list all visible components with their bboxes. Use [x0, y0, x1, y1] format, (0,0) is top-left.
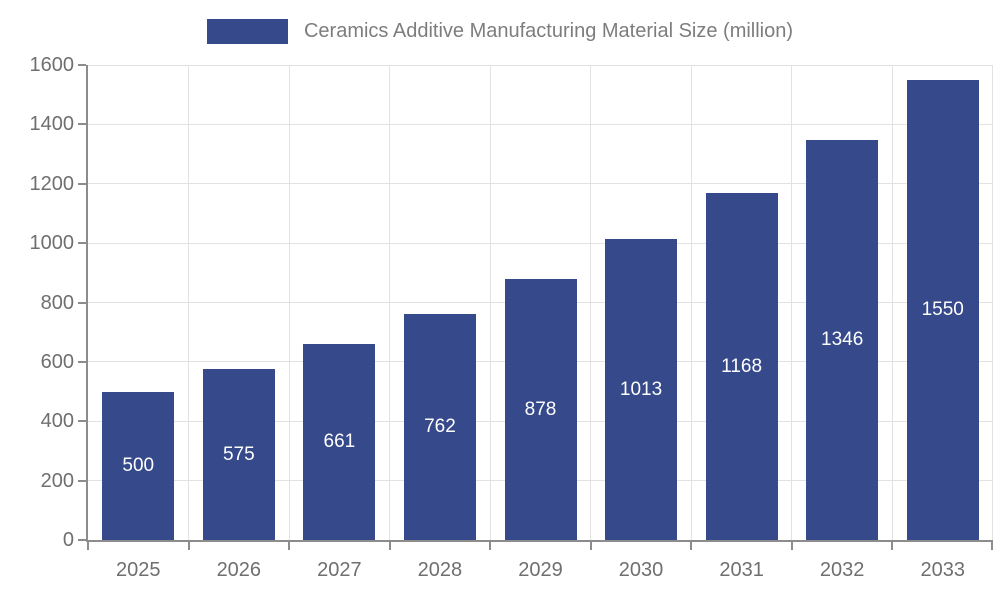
bar-value-label: 762 [424, 415, 456, 437]
y-axis-label: 1600 [29, 54, 75, 76]
gridline-v [590, 65, 592, 540]
y-tick [78, 420, 86, 423]
legend-label: Ceramics Additive Manufacturing Material… [303, 20, 794, 42]
gridline-v [991, 65, 993, 540]
x-axis-label: 2030 [618, 559, 664, 581]
gridline-h [88, 64, 993, 66]
gridline-v [891, 65, 893, 540]
x-axis-label: 2033 [920, 559, 965, 581]
x-tick [790, 542, 793, 550]
gridline-v [288, 65, 290, 540]
y-tick [78, 479, 86, 482]
y-axis-label: 200 [40, 469, 74, 492]
bar-value-label: 1013 [619, 378, 663, 400]
gridline-h [88, 123, 993, 125]
gridline-v [389, 65, 391, 540]
y-axis-label: 400 [40, 410, 74, 433]
bar-value-label: 575 [222, 443, 255, 465]
x-axis-label: 2026 [216, 559, 262, 581]
y-tick [78, 301, 86, 304]
gridline-v [188, 65, 190, 540]
x-tick [87, 542, 89, 550]
gridline-h [88, 242, 993, 244]
gridline-v [489, 65, 491, 540]
x-tick [589, 542, 592, 550]
bar-value-label: 500 [122, 454, 155, 476]
bar-value-label: 661 [323, 430, 356, 452]
x-tick [388, 542, 391, 550]
bar-2031: 1168 [705, 193, 778, 540]
legend-swatch [206, 19, 288, 44]
y-tick [78, 182, 86, 185]
y-axis-label: 600 [40, 350, 74, 373]
x-tick [891, 542, 894, 550]
bar-2032: 1346 [806, 140, 879, 540]
y-tick [78, 64, 86, 66]
bar-value-label: 1168 [721, 355, 763, 377]
y-tick [78, 360, 86, 363]
gridline-v [791, 65, 793, 540]
x-axis-label: 2025 [116, 559, 161, 581]
bar-2029: 878 [504, 279, 577, 540]
gridline-h [88, 183, 993, 185]
x-tick [489, 542, 492, 550]
bar-value-label: 1550 [921, 298, 964, 320]
y-tick [78, 242, 86, 245]
bar-2026: 575 [202, 369, 275, 540]
y-axis-label: 1400 [29, 113, 75, 136]
x-tick [991, 542, 993, 550]
y-axis-label: 1000 [29, 232, 75, 255]
bar-2028: 762 [403, 313, 476, 540]
x-axis-label: 2032 [819, 559, 865, 581]
legend[interactable]: Ceramics Additive Manufacturing Material… [0, 19, 1000, 44]
x-axis-label: 2029 [518, 559, 563, 581]
x-tick [288, 542, 291, 550]
plot-area: 0 200 400 600 800 1000 1200 1400 1600 500 2025 575 2… [30, 54, 993, 581]
gridline-v [690, 65, 692, 540]
bar-value-label: 1346 [821, 329, 864, 351]
bar-2030: 1013 [605, 239, 678, 540]
bar-value-label: 878 [524, 398, 557, 420]
y-axis-label: 1200 [29, 172, 75, 195]
y-axis-label: 800 [40, 291, 74, 314]
x-tick [187, 542, 190, 550]
y-tick [78, 539, 86, 541]
y-tick [78, 123, 86, 126]
x-axis-label: 2027 [317, 559, 362, 581]
bar-2025: 500 [102, 391, 175, 540]
x-tick [690, 542, 693, 550]
y-axis-label: 0 [62, 529, 74, 551]
bar-2033: 1550 [906, 79, 979, 540]
bar-2027: 661 [303, 343, 376, 540]
x-axis-label: 2028 [417, 559, 463, 581]
x-axis-label: 2031 [719, 559, 764, 581]
